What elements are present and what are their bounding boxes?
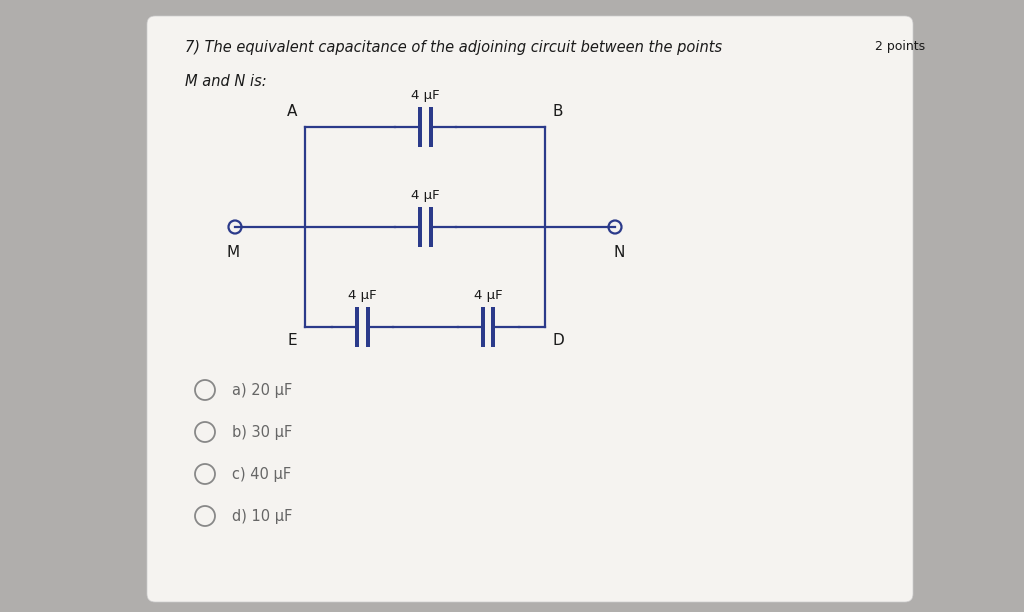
Text: M and N is:: M and N is: [185, 74, 266, 89]
FancyBboxPatch shape [147, 16, 913, 602]
Text: E: E [288, 333, 297, 348]
Text: 4 μF: 4 μF [411, 189, 439, 202]
Text: A: A [287, 104, 297, 119]
Text: 4 μF: 4 μF [348, 289, 376, 302]
Text: N: N [613, 245, 625, 260]
Text: 4 μF: 4 μF [411, 89, 439, 102]
Text: D: D [553, 333, 565, 348]
Text: d) 10 μF: d) 10 μF [232, 509, 293, 523]
Text: 2 points: 2 points [874, 40, 925, 53]
Text: c) 40 μF: c) 40 μF [232, 466, 291, 482]
Text: M: M [226, 245, 240, 260]
Text: 7) The equivalent capacitance of the adjoining circuit between the points: 7) The equivalent capacitance of the adj… [185, 40, 722, 55]
Text: 4 μF: 4 μF [474, 289, 503, 302]
Text: B: B [553, 104, 563, 119]
Text: b) 30 μF: b) 30 μF [232, 425, 292, 439]
Text: a) 20 μF: a) 20 μF [232, 382, 292, 398]
